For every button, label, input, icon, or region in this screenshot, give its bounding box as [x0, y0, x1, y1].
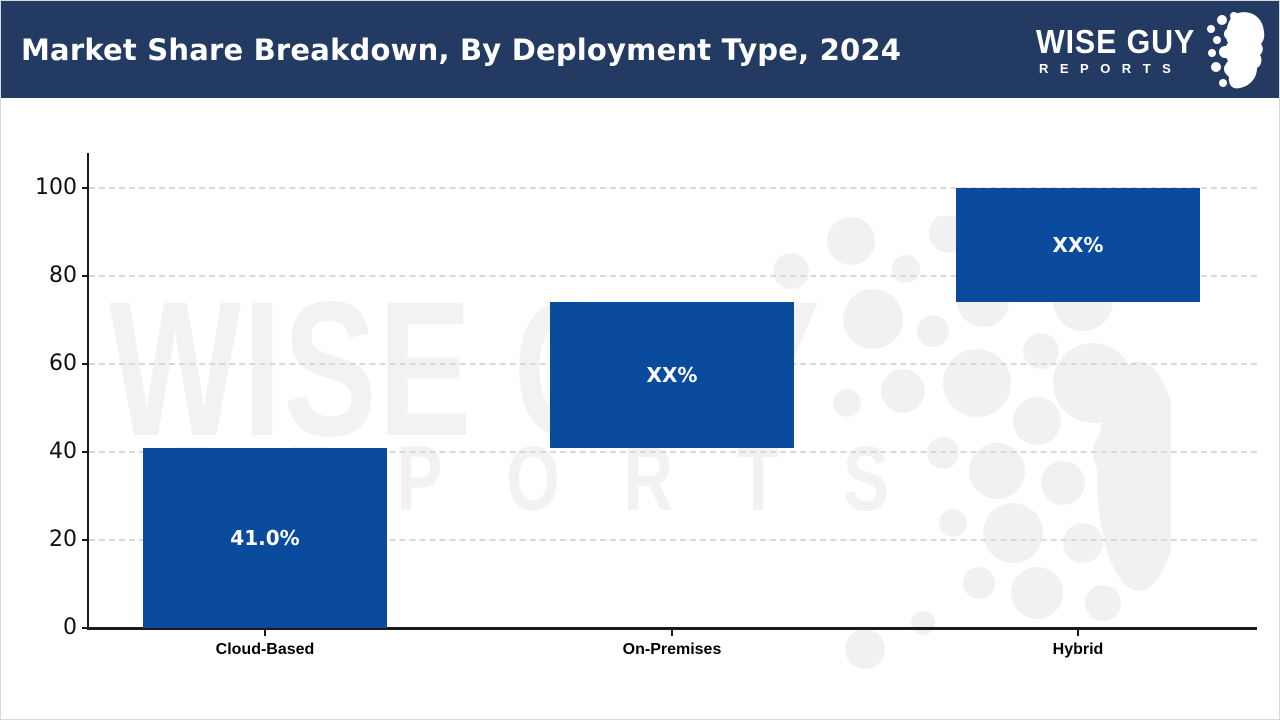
y-tick-label: 40 [49, 439, 77, 464]
y-tick-mark [82, 275, 89, 277]
x-category-label: Cloud-Based [215, 641, 315, 658]
x-axis-line [87, 627, 1257, 630]
y-tick-mark [82, 451, 89, 453]
x-category-label: Hybrid [1052, 641, 1104, 658]
brand-subtitle: REPORTS [1038, 60, 1183, 76]
y-tick-mark [82, 187, 89, 189]
y-tick-label: 20 [49, 527, 77, 552]
gridline-20 [89, 539, 1257, 541]
y-tick-mark [82, 627, 89, 629]
chart-title: Market Share Breakdown, By Deployment Ty… [21, 32, 902, 67]
y-tick-label: 80 [49, 263, 77, 288]
bar-value-label: XX% [1052, 233, 1104, 258]
y-tick-label: 0 [63, 615, 77, 640]
y-tick-mark [82, 539, 89, 541]
gridline-80 [89, 275, 1257, 277]
y-tick-label: 100 [35, 175, 77, 200]
bar-hybrid: XX% [956, 188, 1200, 303]
y-tick-label: 60 [49, 351, 77, 376]
bar-cloud-based: 41.0% [143, 447, 387, 628]
bar-value-label: 41.0% [230, 525, 300, 550]
x-tick-mark [671, 629, 673, 636]
x-tick-mark [1077, 629, 1079, 636]
gridline-40 [89, 451, 1257, 453]
y-axis-line [87, 153, 89, 628]
x-category-label: On-Premises [622, 641, 722, 658]
brand-logo: WISE GUY REPORTS [1036, 7, 1269, 93]
bar-on-premises: XX% [550, 302, 794, 448]
y-tick-mark [82, 363, 89, 365]
brand-face-icon [1207, 11, 1265, 88]
gridline-100 [89, 187, 1257, 189]
x-tick-mark [264, 629, 266, 636]
brand-name: WISE GUY [1035, 22, 1196, 60]
header-band: Market Share Breakdown, By Deployment Ty… [1, 1, 1279, 98]
brand-logo-text: WISE GUY REPORTS [1036, 25, 1209, 75]
bar-value-label: XX% [646, 362, 698, 387]
